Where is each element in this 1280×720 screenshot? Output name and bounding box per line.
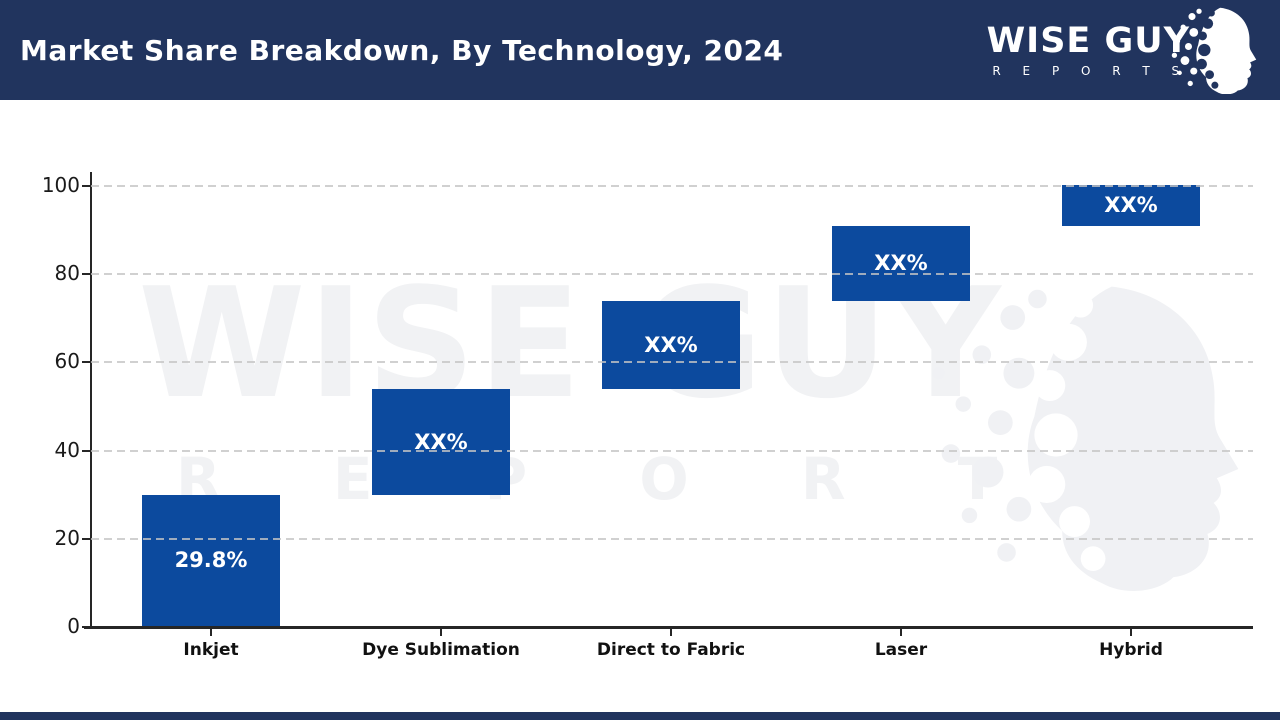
bar-value-label: XX% <box>644 332 698 357</box>
x-tick-mark <box>1130 629 1132 636</box>
gridline <box>91 361 1253 364</box>
x-category-label: Direct to Fabric <box>596 640 746 660</box>
y-tick-label: 0 <box>67 614 80 638</box>
bar-dye-sublimation[interactable] <box>372 388 510 495</box>
chart-region: WISE GUY R E P O R T S 0 20 40 60 80 100 29.8%… <box>0 100 1280 712</box>
x-tick-mark <box>670 629 672 636</box>
bar-value-label: XX% <box>414 429 468 454</box>
x-category-label: Hybrid <box>1099 640 1163 660</box>
header: Market Share Breakdown, By Technology, 2… <box>0 0 1280 100</box>
gridline <box>91 185 1253 187</box>
x-axis-spine <box>84 626 1253 629</box>
bar-laser[interactable] <box>832 225 970 301</box>
x-category-label: Inkjet <box>183 640 239 660</box>
y-tick-mark <box>82 273 90 276</box>
logo-subtitle: R E P O R T S <box>992 63 1189 78</box>
x-tick-mark <box>210 629 212 636</box>
x-tick-mark <box>900 629 902 636</box>
y-tick-label: 100 <box>41 173 80 197</box>
logo-head-icon <box>1169 7 1257 94</box>
bar-direct-to-fabric[interactable] <box>602 300 740 389</box>
wise-guy-logo: WISE GUY R E P O R T S <box>987 0 1266 100</box>
logo-dot-cutouts <box>1196 9 1219 89</box>
gridline <box>91 273 1253 276</box>
x-category-label: Dye Sublimation <box>362 640 520 660</box>
y-tick-label: 20 <box>54 525 80 550</box>
page-title: Market Share Breakdown, By Technology, 2… <box>20 33 784 67</box>
bar-value-label: XX% <box>1104 193 1158 218</box>
y-tick-label: 40 <box>54 437 80 462</box>
y-tick-mark <box>82 449 90 452</box>
bar-value-label: XX% <box>874 251 928 276</box>
y-tick-label: 80 <box>54 261 80 286</box>
gridline <box>91 449 1253 452</box>
logo-text: WISE GUY R E P O R T S <box>986 20 1190 78</box>
gridline <box>91 537 1253 540</box>
bar-value-label: 29.8% <box>174 548 248 573</box>
y-tick-mark <box>82 185 90 187</box>
watermark-head-icon <box>932 286 1239 591</box>
footer-strip <box>0 712 1280 720</box>
y-tick-mark <box>82 626 90 628</box>
y-tick-label: 60 <box>54 349 80 374</box>
y-tick-mark <box>82 537 90 540</box>
bar-hybrid[interactable] <box>1062 185 1200 226</box>
logo-wordmark: WISE GUY <box>986 20 1190 61</box>
x-category-label: Laser <box>874 640 928 660</box>
y-tick-mark <box>82 361 90 364</box>
bar-inkjet[interactable] <box>142 494 280 626</box>
y-axis-spine <box>90 171 92 628</box>
x-tick-mark <box>440 629 442 636</box>
watermark-subtitle: R E P O R T S <box>176 445 1198 513</box>
